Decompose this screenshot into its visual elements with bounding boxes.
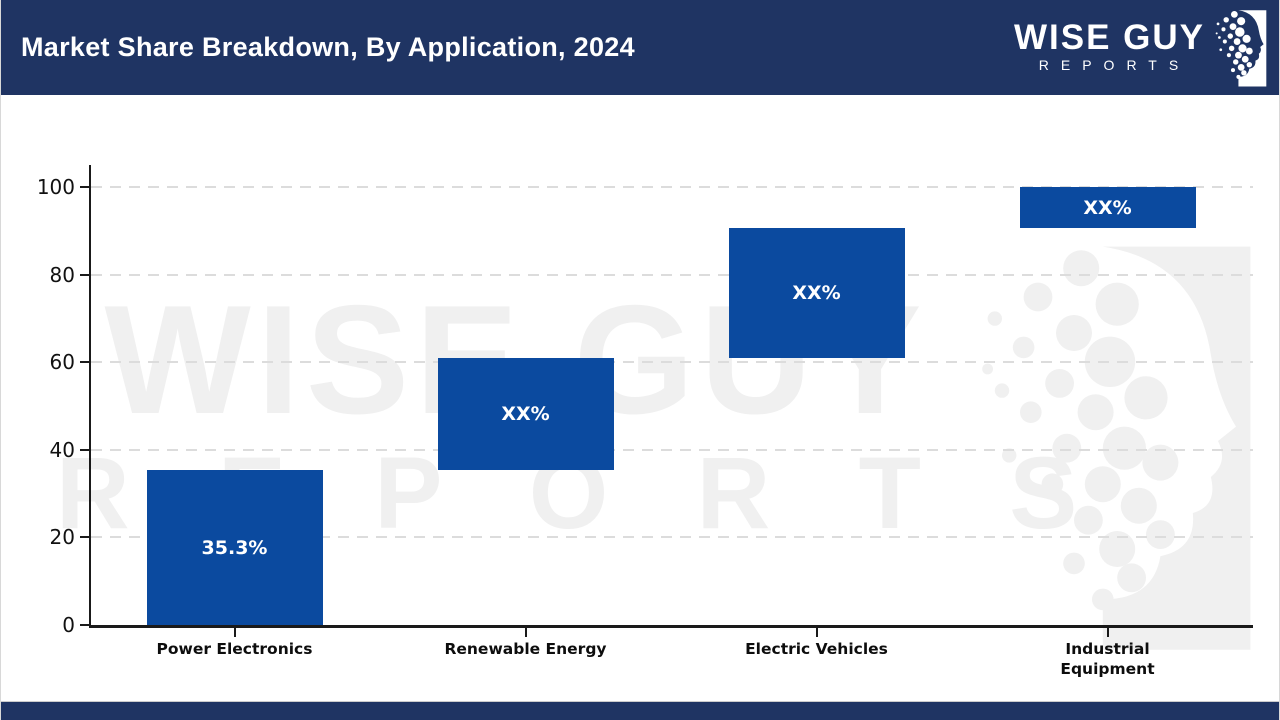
bar-electric-vehicles: XX% [728,228,905,358]
bar-renewable-energy: XX% [437,357,614,471]
x-tick-mark [815,628,818,637]
logo-line2: REPORTS [1038,56,1191,73]
y-tick-label: 20 [49,525,75,550]
logo-text: WISE GUY REPORTS [1013,18,1205,74]
x-category-label: Renewable Energy [444,640,607,658]
header-bar: Market Share Breakdown, By Application, … [1,0,1279,95]
gridline-60 [91,361,1253,364]
plot-area: 0 20 40 60 80 100 35.3% Power Electronics XX% Ren… [37,165,1253,678]
x-category-label: Power Electronics [156,640,313,658]
x-tick-mark [524,628,527,637]
y-tick-label: 80 [49,262,75,287]
y-tick-label: 100 [36,175,75,199]
x-axis-spine [89,625,1253,628]
gridline-100 [91,186,1253,188]
y-tick-label: 60 [49,350,75,375]
bar-value-label: XX% [501,403,550,426]
y-tick-mark [80,186,89,188]
bar-value-label: XX% [792,282,841,304]
bar-power-electronics: 35.3% [146,470,323,625]
chart-title: Market Share Breakdown, By Application, … [21,32,635,62]
x-tick-mark [1106,628,1109,637]
y-tick-mark [80,361,89,364]
x-tick-mark [233,628,236,637]
y-tick-mark [80,624,89,626]
wiseguy-logo: WISE GUY REPORTS [1014,6,1267,88]
gridline-20 [91,536,1253,539]
bar-industrial-equipment: XX% [1019,187,1196,229]
x-category-label: Industrial Equipment [1060,640,1155,679]
y-tick-label: 0 [62,613,75,637]
y-axis-spine [89,165,91,627]
bar-value-label: 35.3% [201,536,268,559]
y-tick-mark [80,273,89,276]
logo-line1: WISE GUY [1013,18,1205,58]
y-tick-mark [80,448,89,451]
gridline-80 [91,273,1253,276]
bar-value-label: XX% [1083,196,1132,219]
wiseguy-head-icon [1215,10,1267,87]
x-category-label: Electric Vehicles [745,640,888,658]
gridline-40 [91,448,1253,451]
footer-bar [1,701,1279,720]
y-tick-mark [80,536,89,539]
y-tick-label: 40 [49,437,75,462]
